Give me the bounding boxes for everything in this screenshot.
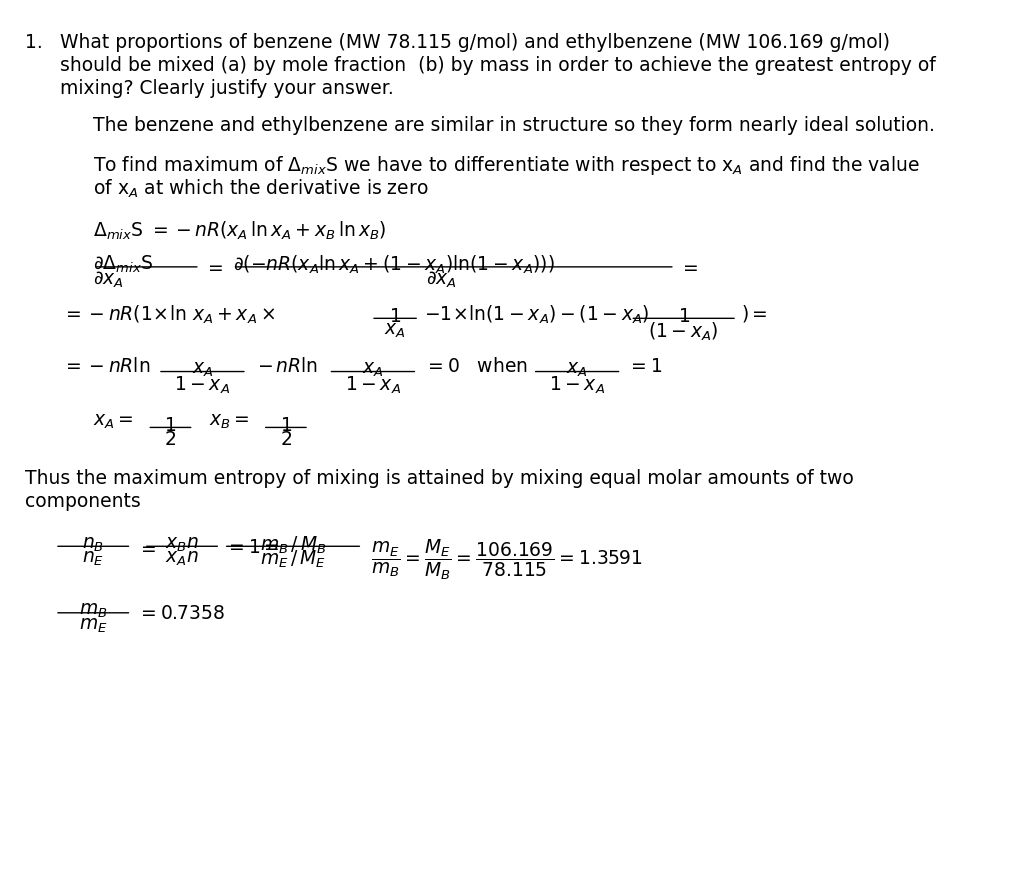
Text: $x_A$: $x_A$ bbox=[362, 360, 384, 378]
Text: $-1\!\times\!\ln(1-x_A)-(1-x_A)$: $-1\!\times\!\ln(1-x_A)-(1-x_A)$ bbox=[424, 303, 649, 325]
Text: $1-x_A$: $1-x_A$ bbox=[549, 374, 605, 395]
Text: $x_A n$: $x_A n$ bbox=[165, 548, 199, 567]
Text: $x_A$: $x_A$ bbox=[384, 321, 406, 339]
Text: $x_A$: $x_A$ bbox=[191, 360, 213, 378]
Text: $1-x_A$: $1-x_A$ bbox=[174, 374, 230, 395]
Text: $(1-x_A)$: $(1-x_A)$ bbox=[648, 321, 719, 343]
Text: $\partial x_A$: $\partial x_A$ bbox=[93, 269, 124, 290]
Text: $1$: $1$ bbox=[165, 416, 176, 434]
Text: $1-x_A$: $1-x_A$ bbox=[345, 374, 401, 395]
Text: $x_B n$: $x_B n$ bbox=[165, 534, 199, 553]
Text: The benzene and ethylbenzene are similar in structure so they form nearly ideal : The benzene and ethylbenzene are similar… bbox=[93, 116, 935, 135]
Text: $=$: $=$ bbox=[204, 257, 223, 276]
Text: 1.: 1. bbox=[25, 33, 43, 51]
Text: To find maximum of $\Delta_{mix}$S we have to differentiate with respect to x$_A: To find maximum of $\Delta_{mix}$S we ha… bbox=[93, 154, 921, 177]
Text: $\Delta_{mix}$S $= -nR(x_A\,\ln x_A + x_B\,\ln x_B)$: $\Delta_{mix}$S $= -nR(x_A\,\ln x_A + x_… bbox=[93, 220, 387, 242]
Text: $2$: $2$ bbox=[165, 430, 176, 448]
Text: $\partial x_A$: $\partial x_A$ bbox=[426, 269, 457, 290]
Text: $2$: $2$ bbox=[280, 430, 292, 448]
Text: $= -nR(1\!\times\!\ln\,x_A + x_A\times$: $= -nR(1\!\times\!\ln\,x_A + x_A\times$ bbox=[62, 303, 275, 325]
Text: $x_A =$: $x_A =$ bbox=[93, 412, 134, 431]
Text: $m_B\,/\,M_B$: $m_B\,/\,M_B$ bbox=[260, 534, 327, 556]
Text: $= 1 =$: $= 1 =$ bbox=[224, 537, 279, 556]
Text: $m_E\,/\,M_E$: $m_E\,/\,M_E$ bbox=[260, 548, 326, 570]
Text: components: components bbox=[25, 492, 140, 510]
Text: What proportions of benzene (MW 78.115 g/mol) and ethylbenzene (MW 106.169 g/mol: What proportions of benzene (MW 78.115 g… bbox=[60, 33, 891, 51]
Text: $m_E$: $m_E$ bbox=[79, 615, 108, 633]
Text: $= -nR\ln$: $= -nR\ln$ bbox=[62, 356, 151, 375]
Text: $n_B$: $n_B$ bbox=[82, 534, 104, 553]
Text: $1$: $1$ bbox=[389, 307, 401, 325]
Text: $\partial(-nR(x_A\ln x_A+(1-x_A)\ln(1-x_A)))$: $\partial(-nR(x_A\ln x_A+(1-x_A)\ln(1-x_… bbox=[232, 253, 554, 276]
Text: should be mixed (a) by mole fraction  (b) by mass in order to achieve the greate: should be mixed (a) by mole fraction (b)… bbox=[60, 56, 936, 74]
Text: $\dfrac{m_E}{m_B} = \dfrac{M_E}{M_B} = \dfrac{106.169}{78.115} = 1.3591$: $\dfrac{m_E}{m_B} = \dfrac{M_E}{M_B} = \… bbox=[371, 537, 643, 581]
Text: $n_E$: $n_E$ bbox=[82, 548, 104, 567]
Text: $x_A$: $x_A$ bbox=[566, 360, 588, 378]
Text: Thus the maximum entropy of mixing is attained by mixing equal molar amounts of : Thus the maximum entropy of mixing is at… bbox=[25, 469, 854, 487]
Text: mixing? Clearly justify your answer.: mixing? Clearly justify your answer. bbox=[60, 79, 394, 97]
Text: $1$: $1$ bbox=[280, 416, 292, 434]
Text: $= 1$: $= 1$ bbox=[627, 356, 662, 375]
Text: $x_B =$: $x_B =$ bbox=[209, 412, 249, 431]
Text: $)=$: $)=$ bbox=[741, 303, 768, 324]
Text: $\partial\Delta_{mix}$S: $\partial\Delta_{mix}$S bbox=[93, 253, 154, 275]
Text: $= 0.7358$: $= 0.7358$ bbox=[137, 603, 224, 622]
Text: $m_B$: $m_B$ bbox=[79, 601, 108, 619]
Text: $1$: $1$ bbox=[678, 307, 690, 325]
Text: $=$: $=$ bbox=[679, 257, 698, 276]
Text: $= 0$   when: $= 0$ when bbox=[424, 356, 527, 375]
Text: $-\,nR\ln$: $-\,nR\ln$ bbox=[257, 356, 318, 375]
Text: $=$: $=$ bbox=[137, 537, 156, 556]
Text: of x$_A$ at which the derivative is zero: of x$_A$ at which the derivative is zero bbox=[93, 177, 429, 199]
